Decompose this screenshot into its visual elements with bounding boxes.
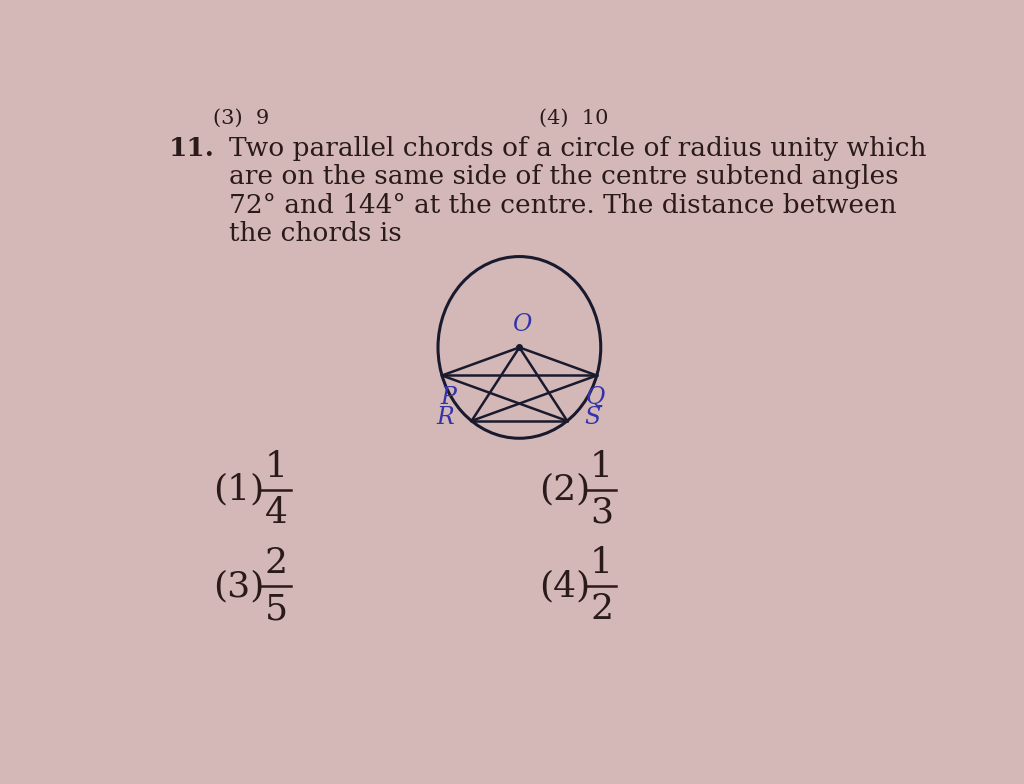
Text: are on the same side of the centre subtend angles: are on the same side of the centre subte… bbox=[228, 164, 898, 189]
Text: (3)  9: (3) 9 bbox=[213, 109, 269, 128]
Text: S: S bbox=[585, 405, 600, 429]
Text: 3: 3 bbox=[590, 496, 613, 530]
Text: 72° and 144° at the centre. The distance between: 72° and 144° at the centre. The distance… bbox=[228, 193, 896, 218]
Text: (2): (2) bbox=[539, 473, 590, 507]
Text: 4: 4 bbox=[264, 496, 288, 530]
Text: 1: 1 bbox=[590, 450, 613, 484]
Text: Q: Q bbox=[586, 387, 605, 409]
Text: 1: 1 bbox=[590, 546, 613, 580]
Text: 2: 2 bbox=[264, 546, 288, 580]
Text: the chords is: the chords is bbox=[228, 221, 401, 246]
Text: (1): (1) bbox=[213, 473, 264, 507]
Text: (4): (4) bbox=[539, 569, 590, 603]
Text: 11.: 11. bbox=[168, 136, 214, 161]
Text: O: O bbox=[512, 313, 531, 336]
Text: (4)  10: (4) 10 bbox=[539, 109, 608, 128]
Text: 1: 1 bbox=[264, 450, 288, 484]
Text: 5: 5 bbox=[264, 592, 288, 626]
Text: P: P bbox=[440, 387, 456, 409]
Text: Two parallel chords of a circle of radius unity which: Two parallel chords of a circle of radiu… bbox=[228, 136, 927, 161]
Text: (3): (3) bbox=[213, 569, 264, 603]
Text: 2: 2 bbox=[590, 592, 613, 626]
Text: R: R bbox=[437, 405, 455, 429]
